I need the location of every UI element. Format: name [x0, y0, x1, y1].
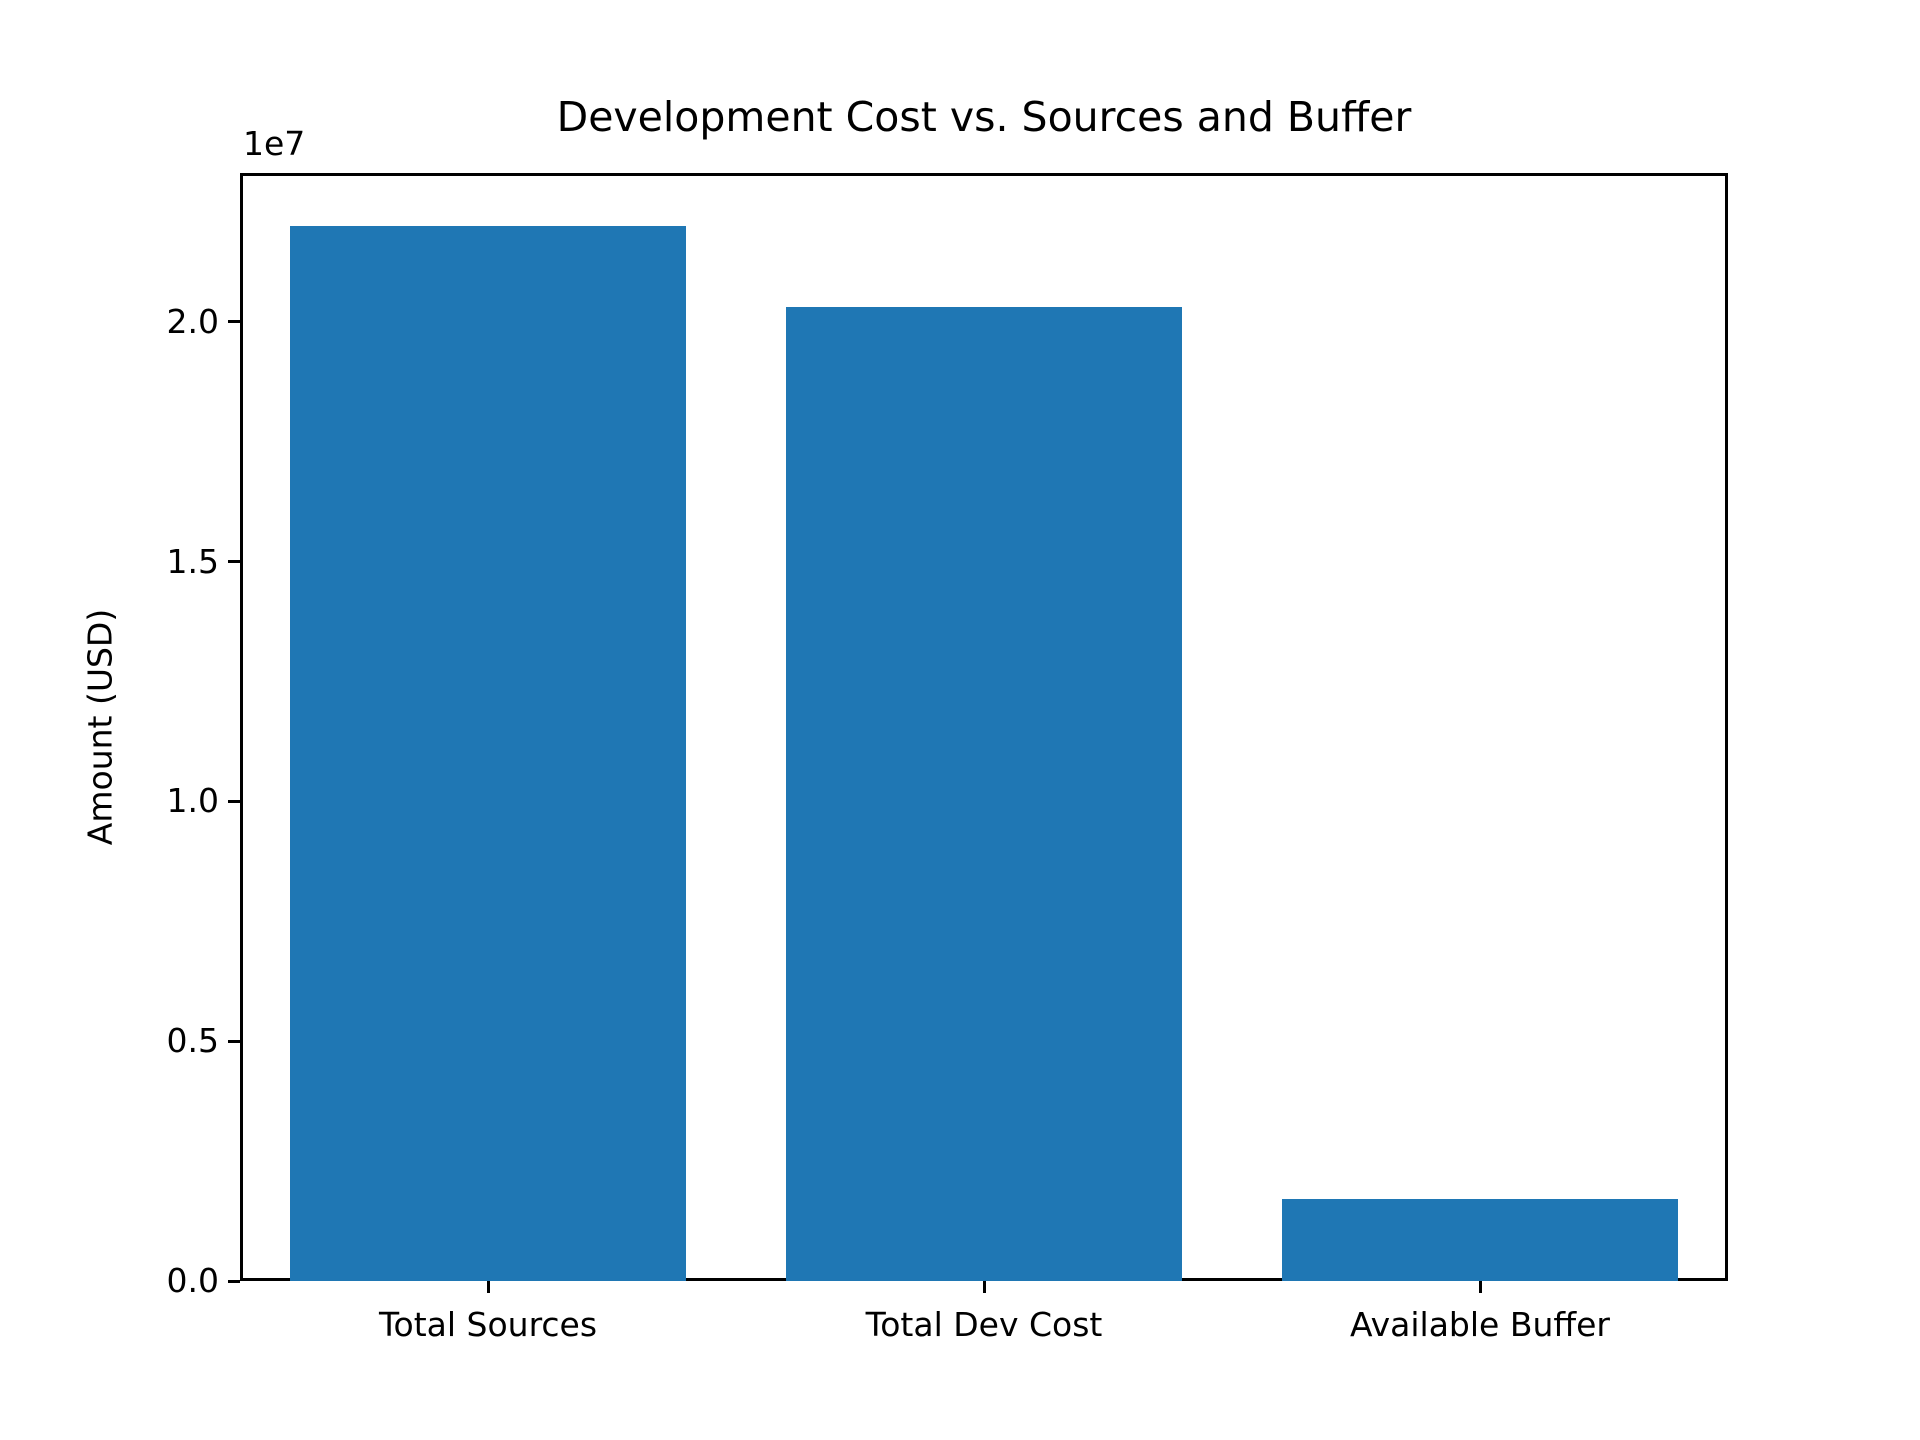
bar-total-dev-cost — [785, 307, 1183, 1281]
x-tick-mark — [1478, 1281, 1482, 1293]
bar-available-buffer — [1281, 1199, 1679, 1281]
y-tick-mark — [228, 1039, 240, 1043]
y-tick-label: 2.0 — [166, 301, 219, 341]
y-tick-mark — [228, 799, 240, 803]
y-tick-label: 0.5 — [166, 1021, 219, 1061]
y-tick-label: 0.0 — [166, 1261, 219, 1300]
y-tick-mark — [228, 560, 240, 564]
bar-total-sources — [289, 225, 687, 1281]
x-tick-mark — [486, 1281, 490, 1293]
chart-title: Development Cost vs. Sources and Buffer — [556, 93, 1412, 141]
x-tick-mark — [982, 1281, 986, 1293]
y-tick-label: 1.5 — [166, 541, 219, 581]
y-tick-mark — [228, 1279, 240, 1283]
x-tick-label: Total Dev Cost — [865, 1305, 1103, 1344]
y-axis-offset-text: 1e7 — [243, 124, 306, 163]
y-tick-mark — [228, 320, 240, 324]
y-tick-label: 1.0 — [166, 781, 219, 821]
x-tick-label: Total Sources — [378, 1305, 598, 1344]
x-tick-label: Available Buffer — [1349, 1305, 1611, 1344]
